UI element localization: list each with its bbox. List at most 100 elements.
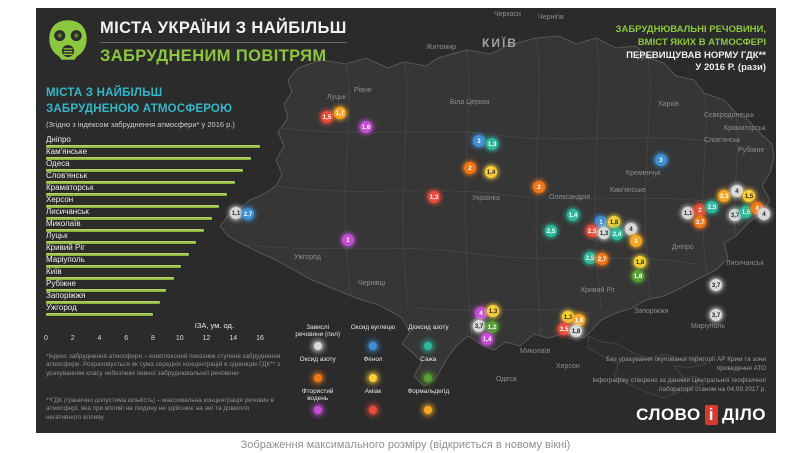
city-bar bbox=[46, 264, 182, 268]
source-note: Без урахування окупованої території АР К… bbox=[591, 356, 766, 399]
city-bar bbox=[46, 300, 160, 304]
map-city-label: Черкаси bbox=[494, 11, 521, 18]
map-city-label: Слов'янськ bbox=[704, 137, 741, 144]
city-bar bbox=[46, 288, 167, 292]
map-city-label: Лисичанськ bbox=[726, 260, 764, 267]
legend-item-formaldehyde: Формальдегід bbox=[405, 388, 452, 414]
city-bar-label: Дніпро bbox=[46, 135, 71, 144]
map-city-label: Кривий Ріг bbox=[581, 287, 616, 294]
city-bar-label: Запоріжжя bbox=[46, 291, 86, 300]
hydrogen-fluoride-dot-icon bbox=[313, 406, 322, 414]
x-axis-tick: 10 bbox=[175, 335, 184, 342]
city-bar-label: Рубіжне bbox=[46, 279, 77, 288]
city-bar bbox=[46, 228, 204, 232]
marker-ammonia: 1,5 bbox=[321, 111, 333, 123]
city-bar bbox=[46, 240, 196, 244]
logo-part3: ДІЛО bbox=[722, 405, 766, 424]
chart-bar-row: Краматорськ bbox=[46, 184, 260, 196]
marker-dust: 1,8 bbox=[570, 325, 582, 337]
marker-ammonia: 2 bbox=[694, 204, 706, 216]
marker-ammonia: 1,3 bbox=[428, 191, 440, 203]
map-city-label: Рівне bbox=[354, 87, 372, 94]
map-city-label: Біла Церква bbox=[450, 99, 490, 106]
marker-carbon-monoxide: 1 bbox=[595, 216, 607, 228]
marker-hydrogen-fluoride: 1,6 bbox=[360, 121, 372, 133]
marker-dust: 3,7 bbox=[729, 209, 741, 221]
soot-dot-icon bbox=[424, 374, 433, 382]
marker-dust: 4 bbox=[625, 223, 637, 235]
city-bar bbox=[46, 156, 251, 160]
map-city-label: Кременчук bbox=[626, 170, 661, 177]
map-city-label: Чернігів bbox=[538, 14, 564, 21]
map-city-label: КИЇВ bbox=[482, 36, 518, 50]
city-bar bbox=[46, 168, 243, 172]
legend-label: Оксид азоту bbox=[299, 356, 336, 363]
marker-nitrogen-dioxide: 1,4 bbox=[567, 209, 579, 221]
ammonia-dot-icon bbox=[368, 406, 377, 414]
map-city-label: Українка bbox=[472, 195, 500, 202]
x-axis-tick: 14 bbox=[229, 335, 238, 342]
city-bar bbox=[46, 144, 260, 148]
city-bar-label: Слов'янськ bbox=[46, 171, 88, 180]
fullsize-image-link[interactable]: Зображення максимального розміру (відкри… bbox=[240, 439, 571, 451]
chart-bar-row: Запоріжжя bbox=[46, 292, 260, 304]
city-bar bbox=[46, 216, 212, 220]
city-bar bbox=[46, 192, 227, 196]
marker-formaldehyde: 3 bbox=[630, 235, 642, 247]
marker-hydrogen-fluoride: 1,4 bbox=[481, 333, 493, 345]
marker-dust: 3,7 bbox=[473, 320, 485, 332]
marker-phenol: 1,3 bbox=[562, 311, 574, 323]
pollutants-note-line2: ВМІСТ ЯКИХ В АТМОСФЕРІ bbox=[637, 36, 766, 48]
chart-bar-row: Миколаїв bbox=[46, 220, 260, 232]
marker-dust: 1,1 bbox=[230, 207, 242, 219]
map-city-label: Херсон bbox=[556, 363, 580, 370]
marker-nitrogen-dioxide: 1,3 bbox=[486, 138, 498, 150]
marker-nitrogen-oxide: 2,7 bbox=[596, 253, 608, 265]
map-city-label: Луцьк bbox=[327, 94, 346, 101]
pollutants-note: ЗАБРУДНЮВАЛЬНІ РЕЧОВИНИ, ВМІСТ ЯКИХ В АТ… bbox=[616, 24, 766, 75]
oblast-borders bbox=[235, 36, 739, 339]
source-note-line2: Інфографіку створено за даними Центральн… bbox=[592, 377, 766, 393]
city-bar-label: Луцьк bbox=[46, 231, 68, 240]
marker-nitrogen-oxide: 2 bbox=[533, 181, 545, 193]
map-city-label: Рубіжне bbox=[738, 147, 765, 154]
chart-heading-line1: МІСТА З НАЙБІЛЬШ bbox=[46, 87, 163, 99]
map-city-label: Харків bbox=[658, 101, 679, 108]
dust-dot-icon bbox=[313, 342, 322, 350]
slovo-i-dilo-logo: СЛОВО і ДІЛО bbox=[636, 405, 766, 425]
marker-soot: 1,8 bbox=[632, 270, 644, 282]
legend-label: Формальдегід bbox=[407, 388, 450, 395]
phenol-dot-icon bbox=[368, 374, 377, 382]
city-bar-chart: Дніпро Кам'янське Одеса Слов'янськ Краматорс… bbox=[46, 136, 260, 316]
x-axis-tick: 8 bbox=[151, 335, 155, 342]
city-bar-label: Херсон bbox=[46, 195, 74, 204]
legend-label: Сажа bbox=[420, 356, 437, 363]
map-city-label: Сєвєродонецьк bbox=[704, 112, 755, 119]
marker-dust: 1,1 bbox=[682, 207, 694, 219]
x-axis-tick: 2 bbox=[70, 335, 75, 342]
legend-label: Діоксид азоту bbox=[408, 324, 449, 331]
legend-label: Оксид вуглецю bbox=[350, 324, 396, 331]
x-axis-label: ІЗА, ум. од. bbox=[194, 321, 234, 330]
marker-dust: 3,7 bbox=[710, 279, 722, 291]
marker-dust: 4 bbox=[731, 185, 743, 197]
map-city-label: Запоріжжя bbox=[634, 308, 669, 315]
x-axis-tick: 6 bbox=[124, 335, 129, 342]
marker-nitrogen-dioxide: 2,5 bbox=[545, 225, 557, 237]
map-city-label: Дніпро bbox=[672, 244, 694, 251]
map-city-label: Олександрія bbox=[549, 194, 591, 201]
marker-nitrogen-dioxide: 2,4 bbox=[611, 228, 623, 240]
chart-bar-row: Херсон bbox=[46, 196, 260, 208]
city-bar-label: Одеса bbox=[46, 159, 70, 168]
crimea-outline bbox=[587, 335, 707, 399]
infographic-title-line2: ЗАБРУДНЕНИМ ПОВІТРЯМ bbox=[100, 47, 327, 65]
logo-part1: СЛОВО bbox=[636, 405, 701, 424]
marker-phenol: 1,8 bbox=[634, 256, 646, 268]
legend-label: Фенол bbox=[363, 356, 383, 363]
legend-item-dust: Завислі речовини (пил) bbox=[294, 324, 341, 350]
formaldehyde-dot-icon bbox=[424, 406, 433, 414]
infographic-image[interactable]: МІСТА УКРАЇНИ З НАЙБІЛЬШ ЗАБРУДНЕНИМ ПОВ… bbox=[36, 8, 776, 433]
nitrogen-dioxide-dot-icon bbox=[424, 342, 433, 350]
source-note-line1: Без урахування окупованої території АР К… bbox=[606, 356, 766, 372]
chart-bar-row: Лисичанськ bbox=[46, 208, 260, 220]
